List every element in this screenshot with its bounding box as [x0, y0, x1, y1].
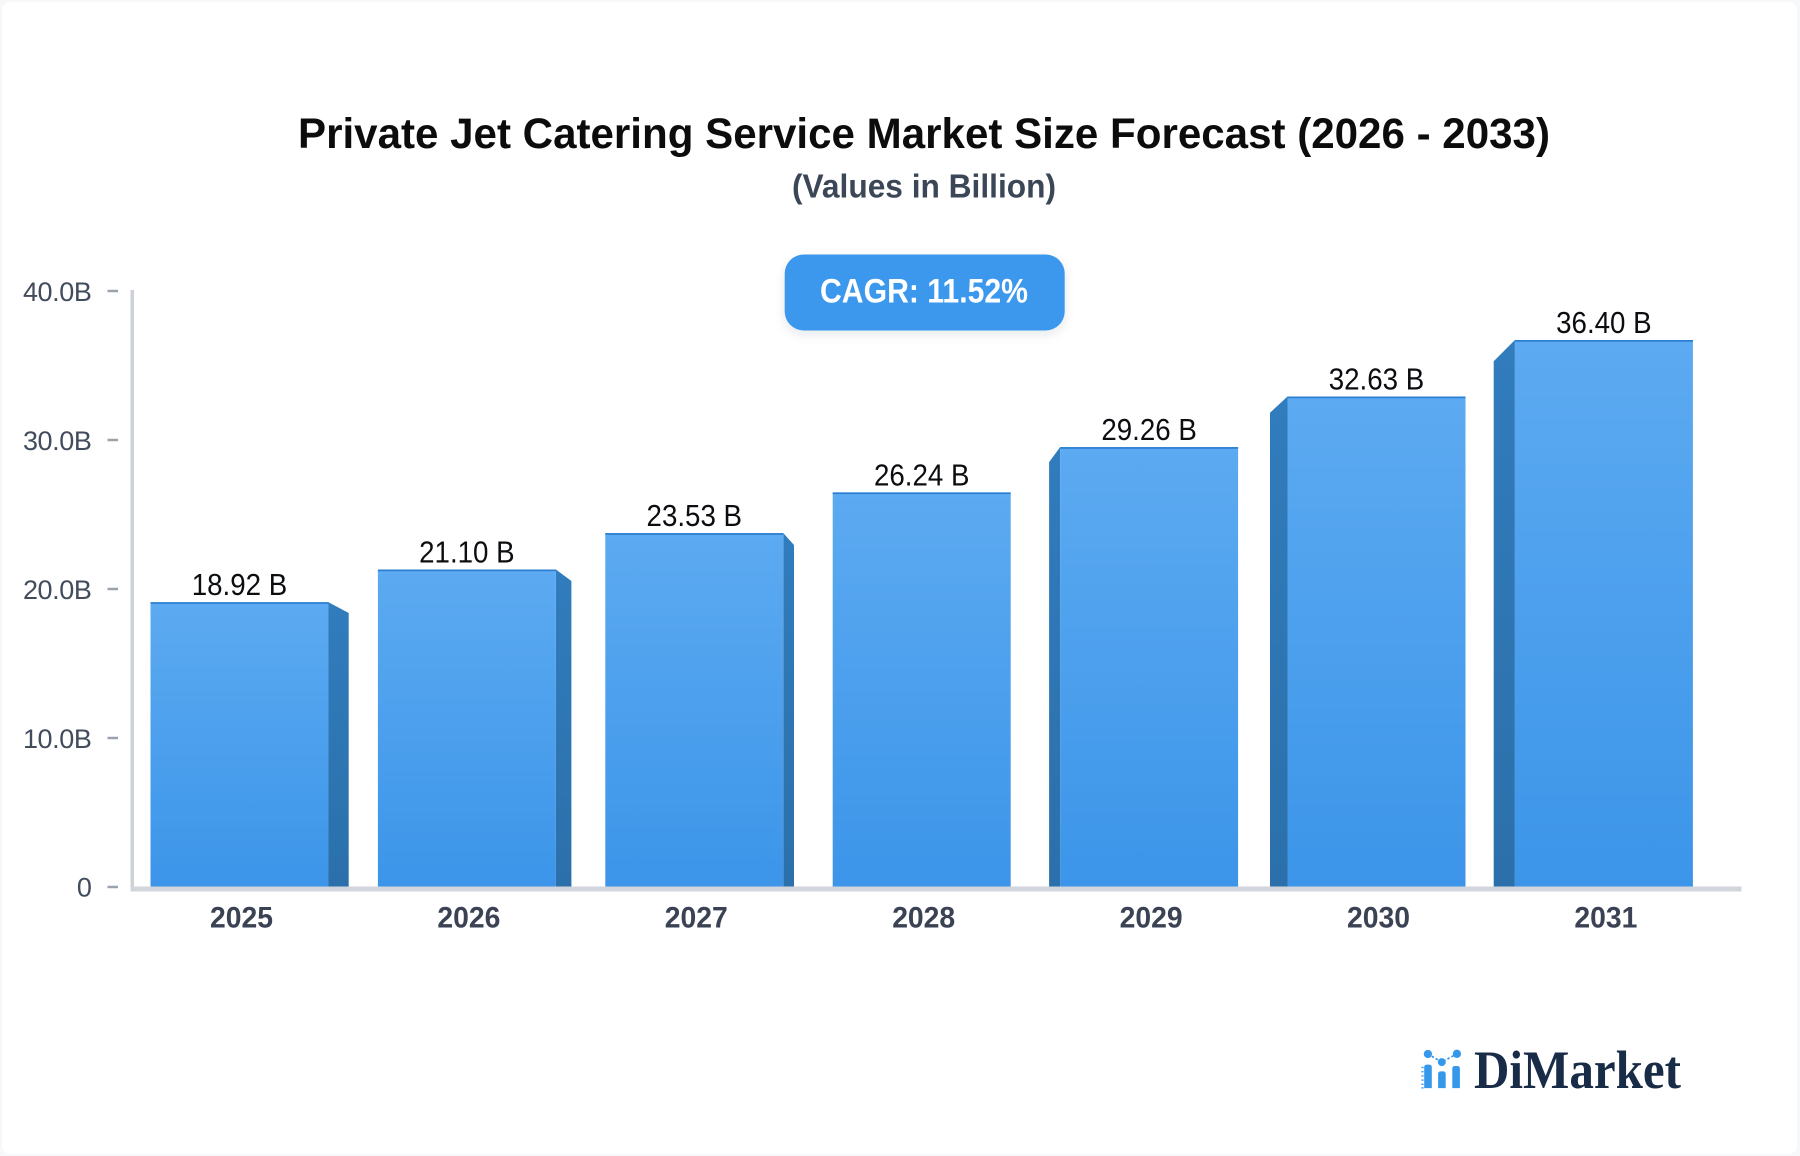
svg-text:10.0B: 10.0B [23, 724, 92, 754]
svg-text:32.63 B: 32.63 B [1329, 363, 1425, 397]
svg-text:30.0B: 30.0B [23, 426, 92, 456]
svg-text:2030: 2030 [1347, 902, 1410, 935]
svg-text:29.26 B: 29.26 B [1101, 413, 1197, 447]
svg-text:20.0B: 20.0B [23, 575, 92, 605]
svg-text:2031: 2031 [1574, 902, 1637, 935]
svg-text:40.0B: 40.0B [23, 277, 92, 307]
svg-text:(Values in Billion): (Values in Billion) [792, 168, 1056, 205]
svg-text:18.92 B: 18.92 B [192, 568, 288, 602]
svg-text:CAGR: 11.52%: CAGR: 11.52% [820, 273, 1028, 311]
svg-text:26.24 B: 26.24 B [874, 458, 970, 492]
svg-text:21.10 B: 21.10 B [419, 536, 515, 570]
svg-text:2029: 2029 [1120, 902, 1183, 935]
svg-text:Private Jet Catering Service M: Private Jet Catering Service Market Size… [298, 110, 1550, 158]
svg-text:2027: 2027 [665, 902, 728, 935]
svg-text:2026: 2026 [437, 902, 500, 935]
svg-text:2025: 2025 [210, 902, 273, 935]
svg-text:0: 0 [77, 873, 92, 903]
svg-text:36.40 B: 36.40 B [1556, 306, 1652, 340]
svg-text:23.53 B: 23.53 B [647, 499, 743, 533]
svg-text:DiMarket: DiMarket [1474, 1040, 1681, 1100]
svg-text:2028: 2028 [892, 902, 955, 935]
